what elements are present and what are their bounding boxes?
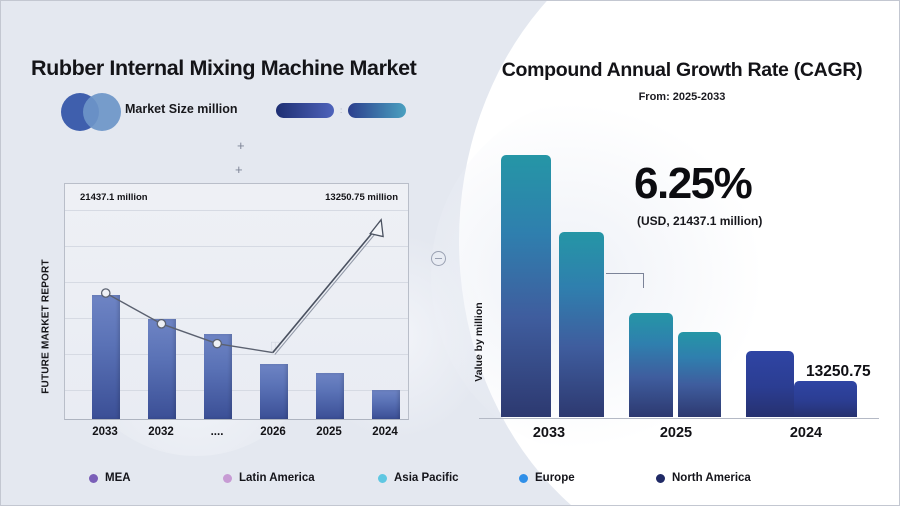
gradient-pill-primary [276, 103, 334, 118]
up-arrow-icon [369, 218, 384, 238]
chart-legend: MEA Latin America Asia Pacific Europe No… [1, 468, 899, 488]
growth-arrow-shaft-shadow [274, 232, 377, 355]
legend-item-europe[interactable]: Europe [517, 471, 575, 485]
legend-dot-icon [221, 471, 234, 485]
right-panel: Compound Annual Growth Rate (CAGR) From:… [459, 1, 899, 505]
left-chart-bars [65, 184, 408, 419]
x-label-3: 2026 [260, 426, 286, 438]
left-chart-end-value-label: 13250.75 million [325, 192, 398, 203]
venn-circle-right [83, 93, 121, 131]
legend-label: North America [672, 472, 751, 484]
legend-dot-icon [517, 471, 530, 485]
venn-circles-icon [61, 93, 123, 131]
decor-bracket-mark [606, 273, 644, 288]
page-title: Rubber Internal Mixing Machine Market [31, 56, 417, 80]
x-label-5: 2024 [372, 426, 398, 438]
left-chart-y-axis-title: FUTURE MARKET REPORT [40, 259, 52, 394]
cagr-period: From: 2025-2033 [638, 91, 726, 103]
legend-label: MEA [105, 472, 131, 484]
gradient-pill-secondary [348, 103, 407, 118]
right-chart-plot-area: 13250.75 [479, 151, 889, 419]
bar-2025-primary [629, 313, 673, 417]
bar-2024 [372, 390, 400, 419]
legend-dot-icon [654, 471, 667, 485]
left-chart-start-value-label: 21437.1 million [80, 192, 148, 203]
gridline [65, 354, 408, 355]
trend-polyline [105, 292, 273, 354]
brand-label: Market Size million [125, 102, 238, 116]
cagr-value: 6.25% [634, 159, 753, 208]
left-chart-x-axis-labels: 2033 2032 .... 2026 2025 2024 [64, 426, 409, 446]
legend-dot-icon [376, 471, 389, 485]
decor-plus-marks: + + [235, 138, 245, 177]
bar-2024-primary [746, 351, 794, 417]
bar-2024-secondary [794, 381, 857, 417]
gridline [65, 282, 408, 283]
x-label-2: .... [210, 426, 224, 438]
trend-marker [100, 288, 111, 298]
pill-separator: : [340, 106, 343, 115]
x-label-1: 2032 [148, 426, 174, 438]
legend-label: Asia Pacific [394, 472, 459, 484]
left-panel: Rubber Internal Mixing Machine Market Ma… [1, 1, 459, 505]
trend-marker [156, 319, 167, 329]
bar-2032 [148, 319, 176, 419]
plus-icon-a: + [237, 138, 245, 153]
bar-2026 [260, 364, 288, 419]
cagr-title: Compound Annual Growth Rate (CAGR) [501, 59, 863, 81]
minus-circle-icon [431, 251, 446, 266]
gridline [65, 210, 408, 211]
growth-arrow-shaft [272, 230, 375, 354]
legend-dot-icon [87, 471, 100, 485]
bar-2033 [92, 295, 120, 419]
bar-2025 [316, 373, 344, 419]
legend-label: Latin America [239, 472, 315, 484]
bar-2033-primary [501, 155, 551, 417]
cagr-subtitle: (USD, 21437.1 million) [637, 214, 763, 228]
legend-item-north-america[interactable]: North America [654, 471, 751, 485]
right-chart-x-axis-labels: 2033 2025 2024 [479, 425, 889, 447]
legend-item-asia-pacific[interactable]: Asia Pacific [376, 471, 459, 485]
trend-marker [212, 338, 222, 349]
gridline [65, 246, 408, 247]
bar-2025-secondary [678, 332, 721, 417]
bar-2033-secondary [559, 232, 604, 417]
left-chart-trend-overlay [100, 218, 384, 355]
legend-item-latin-america[interactable]: Latin America [221, 471, 315, 485]
x-label-2025: 2025 [659, 425, 693, 441]
x-label-2024: 2024 [789, 425, 823, 441]
x-label-4: 2025 [316, 426, 342, 438]
x-label-2033: 2033 [532, 425, 566, 441]
pill-group: : [276, 103, 407, 118]
gridline [65, 318, 408, 319]
server-icon: ◫ [270, 340, 281, 352]
legend-item-mea[interactable]: MEA [87, 471, 131, 485]
x-label-0: 2033 [92, 426, 118, 438]
right-chart-axis-line [479, 417, 879, 419]
legend-label: Europe [535, 472, 575, 484]
bar-data-label-13250: 13250.75 [806, 363, 871, 380]
left-chart-plot-area: 21437.1 million 13250.75 million ◫ ▢ [64, 183, 409, 420]
plus-icon-b: + [235, 162, 243, 177]
gridline [65, 390, 408, 391]
